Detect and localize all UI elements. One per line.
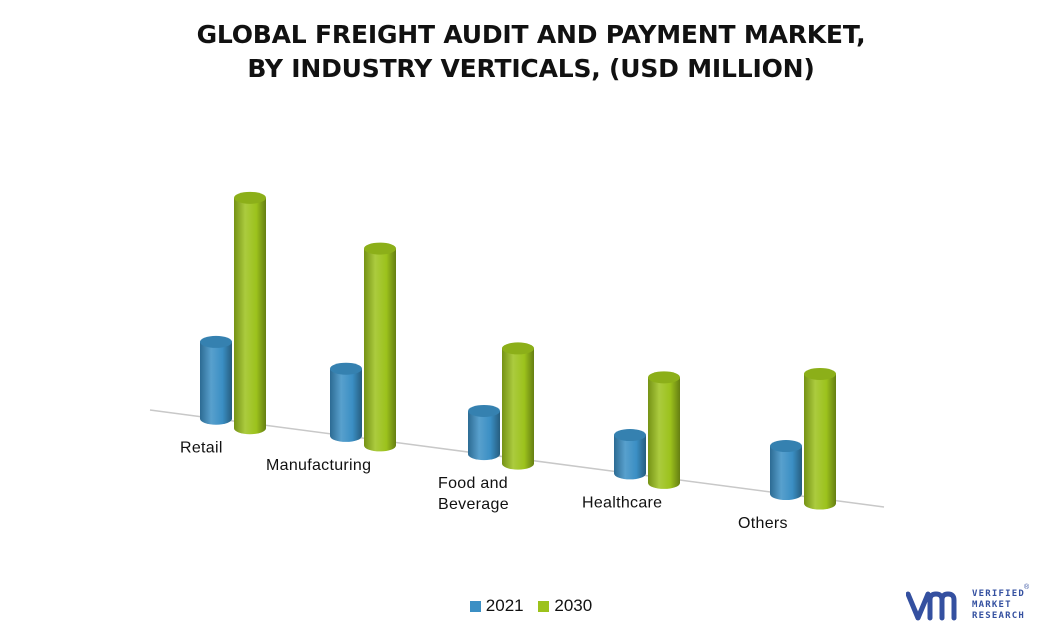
legend-item-2021: 2021 [469, 596, 524, 616]
bar-top [502, 342, 534, 355]
bar-2021-others [770, 440, 802, 501]
bar-2030-retail [234, 191, 266, 435]
legend-swatch-2021 [469, 601, 481, 612]
bar-top [200, 335, 232, 348]
chart-title-line-1: GLOBAL FREIGHT AUDIT AND PAYMENT MARKET, [196, 20, 866, 49]
bar-body [770, 446, 802, 501]
bar-top [330, 362, 362, 375]
bar-body [200, 341, 232, 425]
category-label-retail: Retail [180, 440, 223, 457]
bar-2030-manufacturing [364, 242, 396, 452]
bar-top [804, 367, 836, 380]
logo-text-research: RESEARCH [972, 611, 1025, 621]
bar-chart: Retail Manufacturing Food and Beverage Healt… [149, 191, 885, 532]
legend-item-2030: 2030 [538, 596, 592, 616]
category-label-manufacturing: Manufacturing [266, 457, 371, 474]
bar-top [648, 371, 680, 384]
bar-top [614, 429, 646, 442]
bar-body [330, 368, 362, 442]
bar-body [804, 373, 836, 510]
chart-title: GLOBAL FREIGHT AUDIT AND PAYMENT MARKET,… [0, 18, 1062, 86]
bar-2021-healthcare [614, 429, 646, 480]
logo-text-verified: VERIFIED [972, 589, 1025, 599]
bar-body [468, 410, 500, 461]
registered-mark: ® [1024, 584, 1030, 591]
bar-body [364, 248, 396, 452]
legend-label-2030: 2030 [554, 596, 593, 615]
chart-title-line-2: BY INDUSTRY VERTICALS, (USD MILLION) [247, 54, 815, 83]
legend-swatch-2030 [538, 601, 550, 612]
category-labels: Retail Manufacturing Food and Beverage Healt… [180, 440, 788, 532]
bar-2021-food-and-beverage [468, 404, 500, 461]
legend: 2021 2030 [0, 596, 1062, 616]
logo-text-market: MARKET [972, 600, 1012, 610]
bar-2030-food-and-beverage [502, 342, 534, 470]
bar-top [468, 404, 500, 417]
bar-body [502, 348, 534, 470]
bar-top [770, 440, 802, 453]
bar-body [234, 197, 266, 435]
category-label-others: Others [738, 515, 788, 532]
bar-body [614, 435, 646, 480]
bar-2021-manufacturing [330, 362, 362, 442]
bar-top [234, 191, 266, 204]
bar-2021-retail [200, 335, 232, 425]
bar-group [200, 191, 836, 510]
category-label-food-and-beverage: Food and Beverage [438, 475, 509, 513]
bar-top [364, 242, 396, 255]
legend-label-2021: 2021 [485, 596, 524, 615]
vm-logo-icon [906, 591, 957, 621]
bar-2030-healthcare [648, 371, 680, 489]
category-label-healthcare: Healthcare [582, 494, 662, 511]
bar-body [648, 377, 680, 489]
vmr-logo: ® VERIFIED MARKET RESEARCH [906, 584, 1036, 626]
bar-2030-others [804, 367, 836, 510]
